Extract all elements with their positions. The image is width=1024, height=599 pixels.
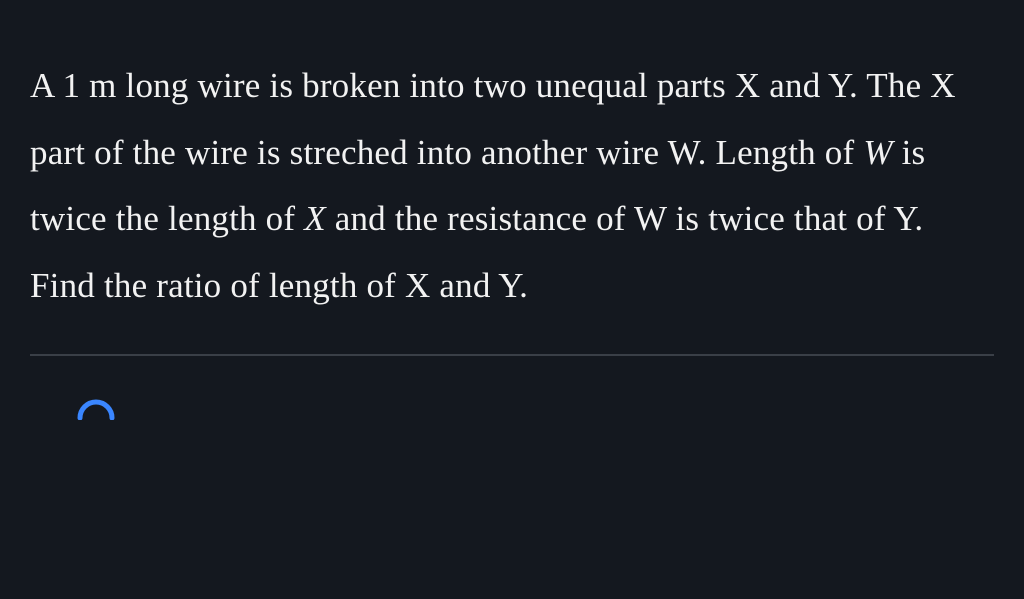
text-segment-1: A 1 m long wire is broken into two unequ… bbox=[30, 66, 657, 105]
problem-container: A 1 m long wire is broken into two unequ… bbox=[0, 0, 1024, 420]
loading-arc-icon bbox=[74, 396, 994, 420]
section-divider bbox=[30, 354, 994, 356]
variable-w: W bbox=[863, 133, 892, 172]
text-segment-3: streched into another wire W. Length of bbox=[290, 133, 864, 172]
problem-text: A 1 m long wire is broken into two unequ… bbox=[30, 53, 994, 319]
variable-x: X bbox=[304, 199, 326, 238]
